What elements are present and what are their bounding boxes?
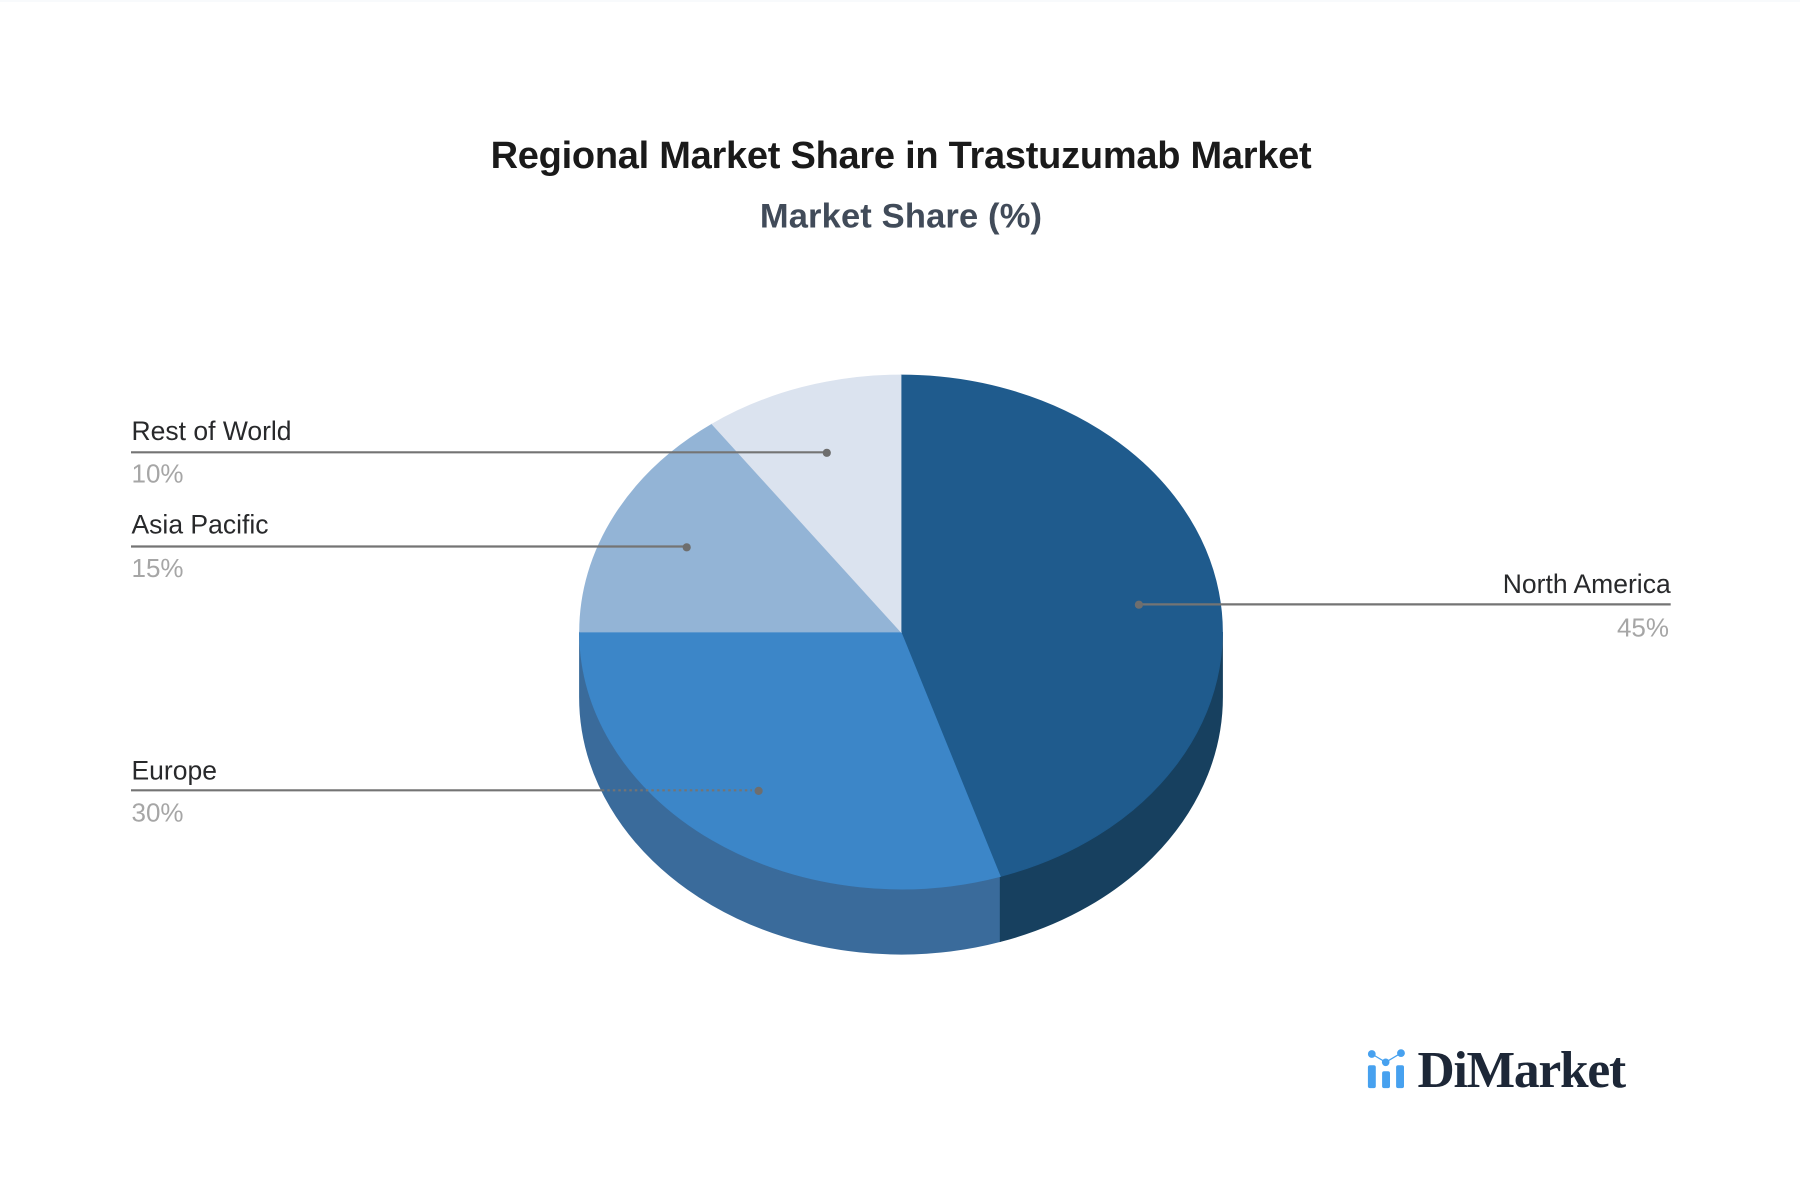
- svg-text:Rest of World: Rest of World: [132, 416, 292, 446]
- svg-text:30%: 30%: [132, 798, 184, 828]
- svg-text:North America: North America: [1503, 569, 1671, 599]
- svg-text:45%: 45%: [1617, 613, 1669, 643]
- svg-text:Asia Pacific: Asia Pacific: [132, 509, 269, 539]
- svg-text:Regional Market Share in Trast: Regional Market Share in Trastuzumab Mar…: [491, 135, 1312, 177]
- svg-text:10%: 10%: [132, 458, 184, 488]
- svg-text:15%: 15%: [132, 553, 184, 583]
- svg-text:Europe: Europe: [132, 755, 217, 785]
- svg-text:Market Share (%): Market Share (%): [760, 198, 1042, 236]
- svg-text:DiMarket: DiMarket: [1418, 1042, 1626, 1099]
